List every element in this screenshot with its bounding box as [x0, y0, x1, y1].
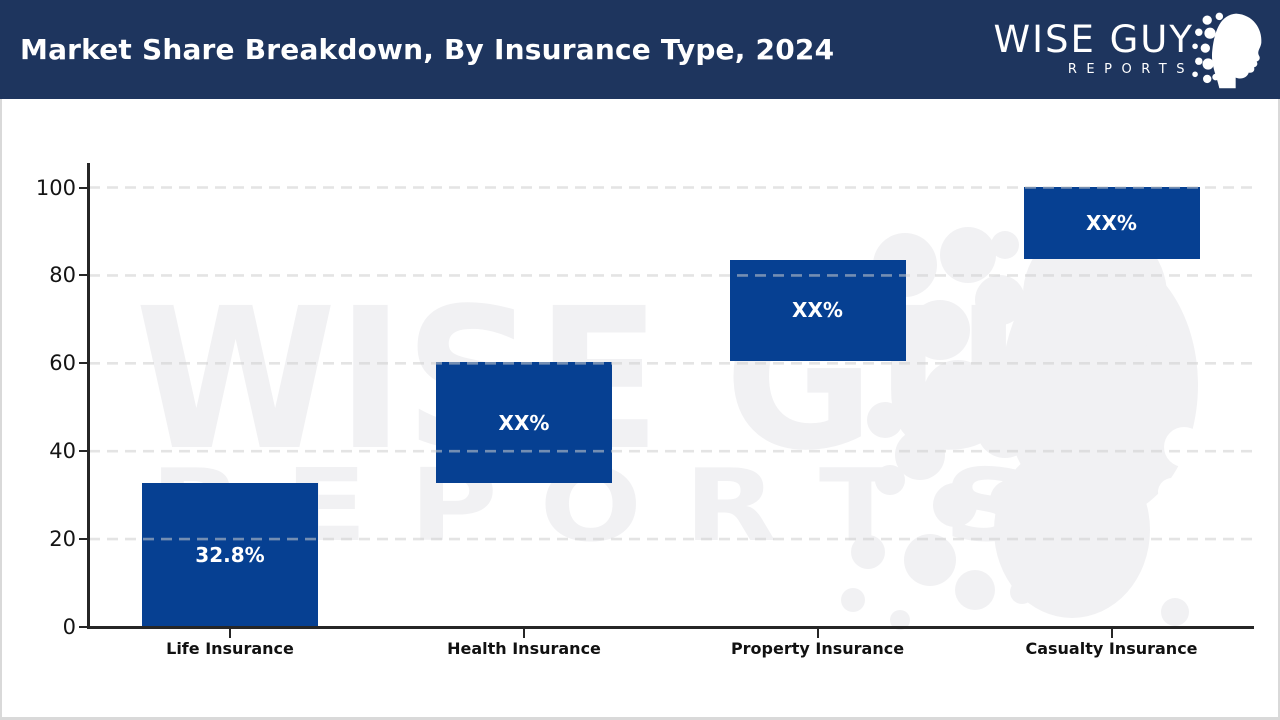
watermark-profile-notches: [1158, 286, 1210, 558]
category-label: Property Insurance: [730, 639, 905, 658]
y-tick-mark: [79, 186, 88, 189]
wise-guy-reports-logo: WISE GUY REPORTS: [994, 8, 1266, 92]
y-tick-mark: [79, 362, 88, 365]
logo-wordmark: WISE GUY: [993, 18, 1194, 61]
category-label: Health Insurance: [447, 639, 601, 658]
y-tick-mark: [79, 450, 88, 453]
chart-title: Market Share Breakdown, By Insurance Typ…: [20, 33, 835, 66]
y-tick-label: 20: [49, 527, 76, 552]
x-tick-mark: [523, 629, 525, 638]
y-tick-label: 100: [35, 175, 76, 200]
x-tick-mark: [229, 629, 231, 638]
logo-subtitle: REPORTS: [1067, 62, 1194, 77]
x-axis-line: [88, 626, 1254, 629]
y-tick-mark: [79, 626, 88, 628]
bar-segment: 32.8%: [142, 482, 318, 627]
logo-head-profile-icon: [1192, 12, 1262, 89]
bar-segment: XX%: [436, 362, 612, 483]
bar-value-label: 32.8%: [195, 542, 265, 567]
bar-segment: XX%: [1023, 186, 1200, 260]
logo-text: WISE GUY REPORTS: [993, 18, 1194, 78]
y-tick-mark: [79, 538, 88, 541]
bar-value-label: XX%: [792, 298, 843, 323]
x-tick-mark: [816, 629, 819, 638]
category-label: Casualty Insurance: [1025, 639, 1198, 658]
bar-segment: XX%: [729, 259, 906, 362]
y-tick-label: 0: [62, 615, 76, 639]
bottom-frame-line: [2, 717, 1280, 720]
y-tick-label: 60: [49, 351, 76, 376]
bar-value-label: XX%: [498, 410, 550, 435]
y-tick-label: 80: [49, 263, 76, 288]
y-tick-mark: [79, 274, 88, 277]
header-bar: Market Share Breakdown, By Insurance Typ…: [0, 0, 1280, 99]
x-tick-mark: [1110, 629, 1113, 638]
y-tick-label: 40: [49, 439, 76, 464]
y-axis-line: [87, 163, 90, 629]
chart-canvas: WISE GUY R E P O R T S: [0, 99, 1280, 720]
bar-value-label: XX%: [1086, 210, 1137, 235]
category-label: Life Insurance: [166, 639, 294, 658]
